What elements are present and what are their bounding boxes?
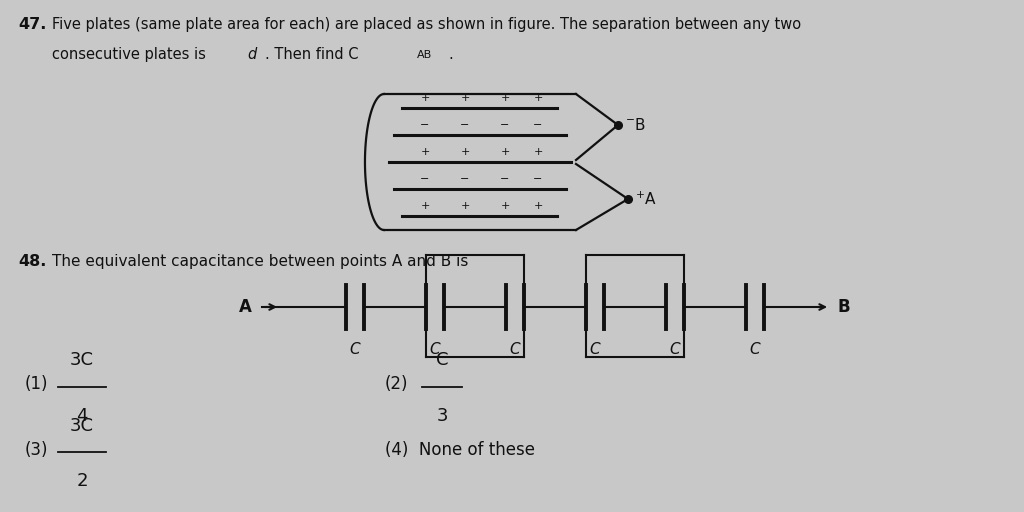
Text: +: +	[534, 93, 543, 103]
Text: +: +	[534, 201, 543, 211]
Text: . Then find C: . Then find C	[265, 47, 358, 62]
Text: −: −	[534, 174, 543, 184]
Text: +: +	[501, 147, 510, 157]
Text: +: +	[461, 201, 470, 211]
Text: B: B	[838, 298, 851, 316]
Text: A: A	[240, 298, 252, 316]
Text: −: −	[461, 120, 470, 130]
Text: 3: 3	[436, 407, 447, 425]
Text: −: −	[534, 120, 543, 130]
Text: (2): (2)	[385, 375, 409, 393]
Text: C: C	[670, 342, 680, 357]
Text: C: C	[349, 342, 360, 357]
Text: +: +	[420, 93, 430, 103]
Text: +: +	[501, 201, 510, 211]
Text: −: −	[420, 174, 430, 184]
Text: $^{-}$B: $^{-}$B	[625, 117, 646, 133]
Text: 3C: 3C	[70, 351, 94, 369]
Text: −: −	[501, 174, 510, 184]
Text: C: C	[590, 342, 600, 357]
Text: 47.: 47.	[18, 17, 46, 32]
Text: C: C	[510, 342, 520, 357]
Text: .: .	[449, 47, 453, 62]
Text: (1): (1)	[25, 375, 48, 393]
Text: C: C	[750, 342, 760, 357]
Text: d: d	[247, 47, 256, 62]
Text: +: +	[461, 93, 470, 103]
Text: −: −	[501, 120, 510, 130]
Text: +: +	[420, 201, 430, 211]
Text: 4: 4	[76, 407, 88, 425]
Text: 48.: 48.	[18, 254, 46, 269]
Text: $^{+}$A: $^{+}$A	[635, 190, 656, 208]
Text: 3C: 3C	[70, 417, 94, 435]
Text: AB: AB	[417, 51, 432, 60]
Text: +: +	[501, 93, 510, 103]
Text: +: +	[534, 147, 543, 157]
Text: C: C	[436, 351, 449, 369]
Text: consecutive plates is: consecutive plates is	[52, 47, 211, 62]
Text: C: C	[430, 342, 440, 357]
Text: +: +	[461, 147, 470, 157]
Text: −: −	[461, 174, 470, 184]
Text: (4)  None of these: (4) None of these	[385, 441, 535, 459]
Text: −: −	[420, 120, 430, 130]
Text: 2: 2	[76, 472, 88, 490]
Text: +: +	[420, 147, 430, 157]
Text: Five plates (same plate area for each) are placed as shown in figure. The separa: Five plates (same plate area for each) a…	[52, 17, 801, 32]
Text: The equivalent capacitance between points A and B is: The equivalent capacitance between point…	[52, 254, 468, 269]
Text: (3): (3)	[25, 441, 48, 459]
